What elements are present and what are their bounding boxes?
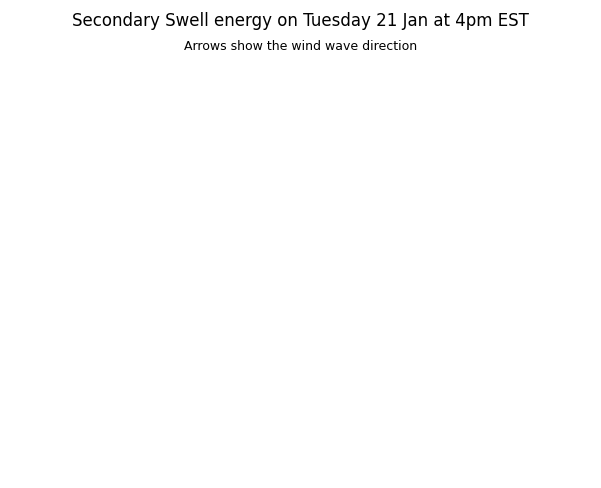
Text: Arrows show the wind wave direction: Arrows show the wind wave direction: [184, 41, 417, 53]
Text: Secondary Swell energy on Tuesday 21 Jan at 4pm EST: Secondary Swell energy on Tuesday 21 Jan…: [72, 12, 529, 29]
Text: cartopy required: cartopy required: [243, 266, 358, 280]
